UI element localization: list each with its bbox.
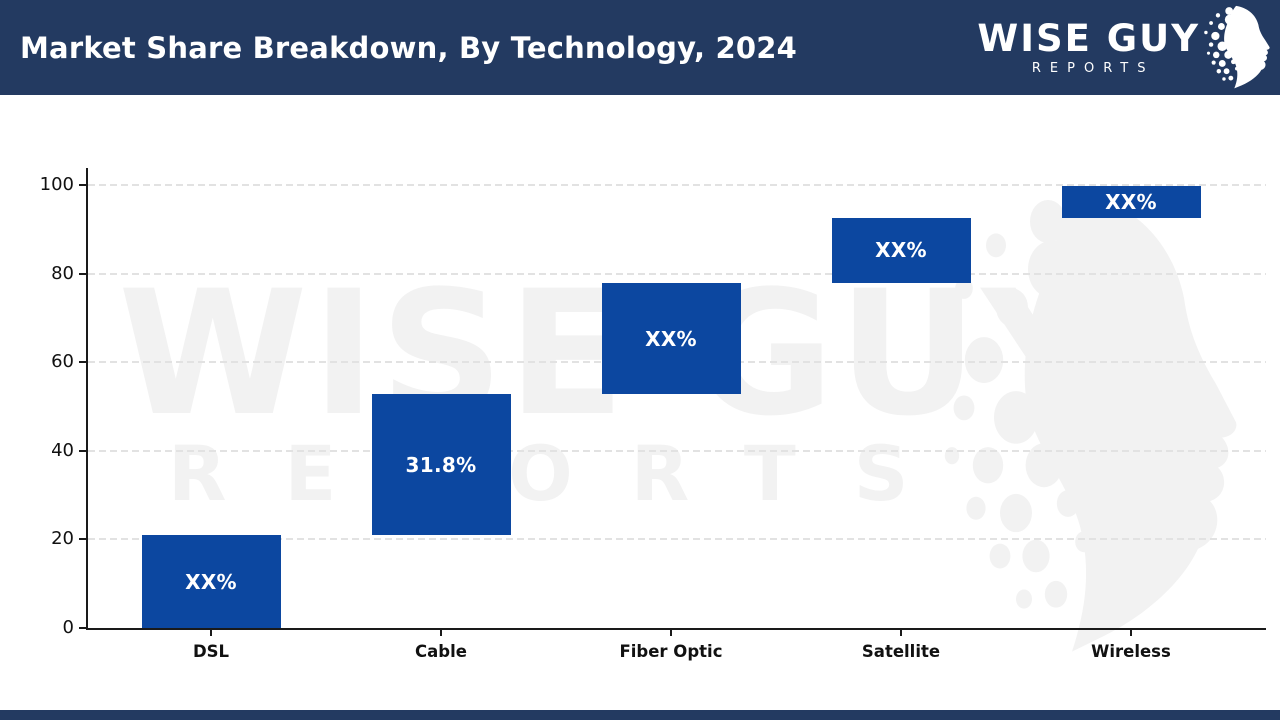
logo-text: WISE GUY REPORTS (977, 20, 1200, 76)
y-axis-tick-label: 20 (51, 528, 74, 550)
y-axis-tick (79, 627, 88, 629)
y-axis-tick-label: 80 (51, 262, 74, 284)
y-axis-tick-label: 0 (62, 617, 74, 638)
bar-wireless: XX% (1061, 186, 1201, 218)
x-axis-spine (86, 628, 1266, 630)
logo-wise-guy-text: WISE GUY (977, 16, 1200, 60)
logo-reports-text: REPORTS (1031, 60, 1155, 76)
bar-value-label: XX% (185, 569, 237, 594)
x-axis-category-label: DSL (192, 642, 230, 661)
bar-cable: 31.8% (371, 394, 511, 536)
y-axis-tick (79, 361, 88, 364)
x-axis-tick (1130, 628, 1132, 636)
watermark-reports: REPORTS (168, 429, 967, 518)
chart-title: Market Share Breakdown, By Technology, 2… (20, 30, 798, 65)
bar-dsl: XX% (141, 535, 281, 628)
y-axis-tick (79, 272, 88, 275)
bar-fiber-optic: XX% (601, 282, 741, 395)
y-axis-tick (79, 449, 88, 452)
x-axis-tick (210, 628, 212, 636)
x-axis-tick (440, 628, 442, 636)
x-axis-category-label: Satellite (861, 642, 941, 661)
y-axis-tick-label: 100 (39, 174, 74, 196)
header-bar: Market Share Breakdown, By Technology, 2… (0, 0, 1280, 95)
gridline (88, 449, 1266, 452)
gridline (88, 272, 1266, 275)
x-axis-category-label: Fiber Optic (619, 642, 723, 661)
y-axis-spine (86, 168, 88, 630)
y-axis-tick-label: 60 (51, 351, 74, 373)
x-axis-tick (900, 628, 902, 636)
y-axis-tick (79, 184, 88, 187)
y-axis-tick-label: 40 (51, 439, 74, 461)
x-axis-category-label: Cable (415, 642, 467, 661)
gridline (88, 184, 1266, 187)
bar-value-label: XX% (875, 238, 927, 263)
bar-value-label: XX% (1105, 190, 1157, 215)
x-axis-category-label: Wireless (1091, 642, 1171, 661)
bar-satellite: XX% (831, 217, 971, 283)
footer-bar (0, 710, 1280, 720)
bar-value-label: 31.8% (405, 452, 477, 477)
gridline (88, 538, 1266, 541)
y-axis-tick (79, 538, 88, 541)
bar-value-label: XX% (645, 326, 697, 351)
x-axis-tick (670, 628, 672, 636)
wise-guy-reports-logo: WISE GUY REPORTS (977, 5, 1280, 91)
plot-area: 0 20 40 60 80 100 XX% DSL 31.8% Cable XX% Fiber Opt… (40, 168, 1266, 661)
